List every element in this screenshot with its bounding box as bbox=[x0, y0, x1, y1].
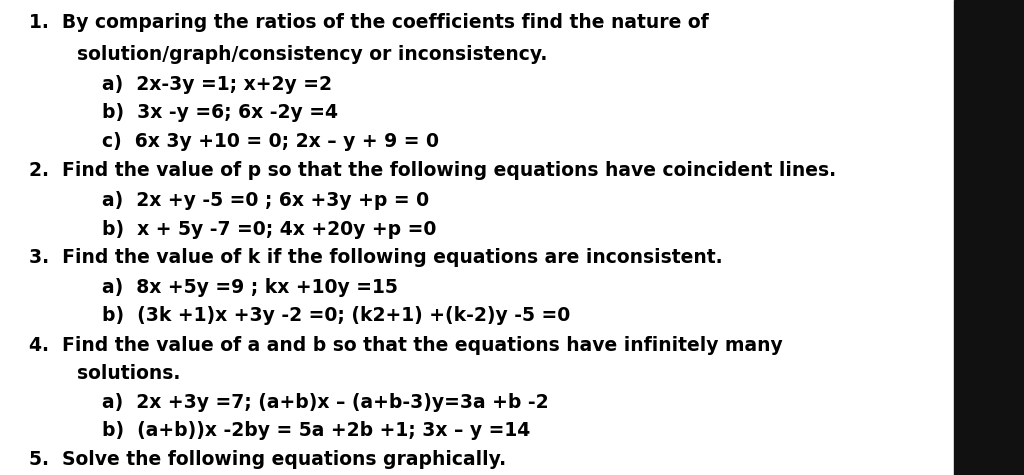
Text: b)  (3k +1)x +3y -2 =0; (k2+1) +(k-2)y -5 =0: b) (3k +1)x +3y -2 =0; (k2+1) +(k-2)y -5… bbox=[102, 306, 570, 325]
Text: 3.  Find the value of k if the following equations are inconsistent.: 3. Find the value of k if the following … bbox=[29, 248, 722, 267]
Text: c)  6x 3y +10 = 0; 2x – y + 9 = 0: c) 6x 3y +10 = 0; 2x – y + 9 = 0 bbox=[102, 132, 439, 151]
Text: a)  2x-3y =1; x+2y =2: a) 2x-3y =1; x+2y =2 bbox=[102, 75, 333, 94]
Text: a)  8x +5y =9 ; kx +10y =15: a) 8x +5y =9 ; kx +10y =15 bbox=[102, 278, 398, 297]
Text: solutions.: solutions. bbox=[77, 364, 180, 383]
Text: a)  2x +3y =7; (a+b)x – (a+b-3)y=3a +b -2: a) 2x +3y =7; (a+b)x – (a+b-3)y=3a +b -2 bbox=[102, 393, 549, 412]
Text: 1.  By comparing the ratios of the coefficients find the nature of: 1. By comparing the ratios of the coeffi… bbox=[29, 13, 709, 32]
Text: a)  2x +y -5 =0 ; 6x +3y +p = 0: a) 2x +y -5 =0 ; 6x +3y +p = 0 bbox=[102, 191, 429, 210]
Text: solution/graph/consistency or inconsistency.: solution/graph/consistency or inconsiste… bbox=[77, 45, 547, 64]
Text: b)  x + 5y -7 =0; 4x +20y +p =0: b) x + 5y -7 =0; 4x +20y +p =0 bbox=[102, 220, 437, 239]
Text: 4.  Find the value of a and b so that the equations have infinitely many: 4. Find the value of a and b so that the… bbox=[29, 336, 782, 355]
Text: 5.  Solve the following equations graphically.: 5. Solve the following equations graphic… bbox=[29, 450, 506, 469]
Text: 2.  Find the value of p so that the following equations have coincident lines.: 2. Find the value of p so that the follo… bbox=[29, 162, 836, 180]
Text: b)  (a+b))x -2by = 5a +2b +1; 3x – y =14: b) (a+b))x -2by = 5a +2b +1; 3x – y =14 bbox=[102, 421, 530, 440]
Text: b)  3x -y =6; 6x -2y =4: b) 3x -y =6; 6x -2y =4 bbox=[102, 103, 338, 122]
